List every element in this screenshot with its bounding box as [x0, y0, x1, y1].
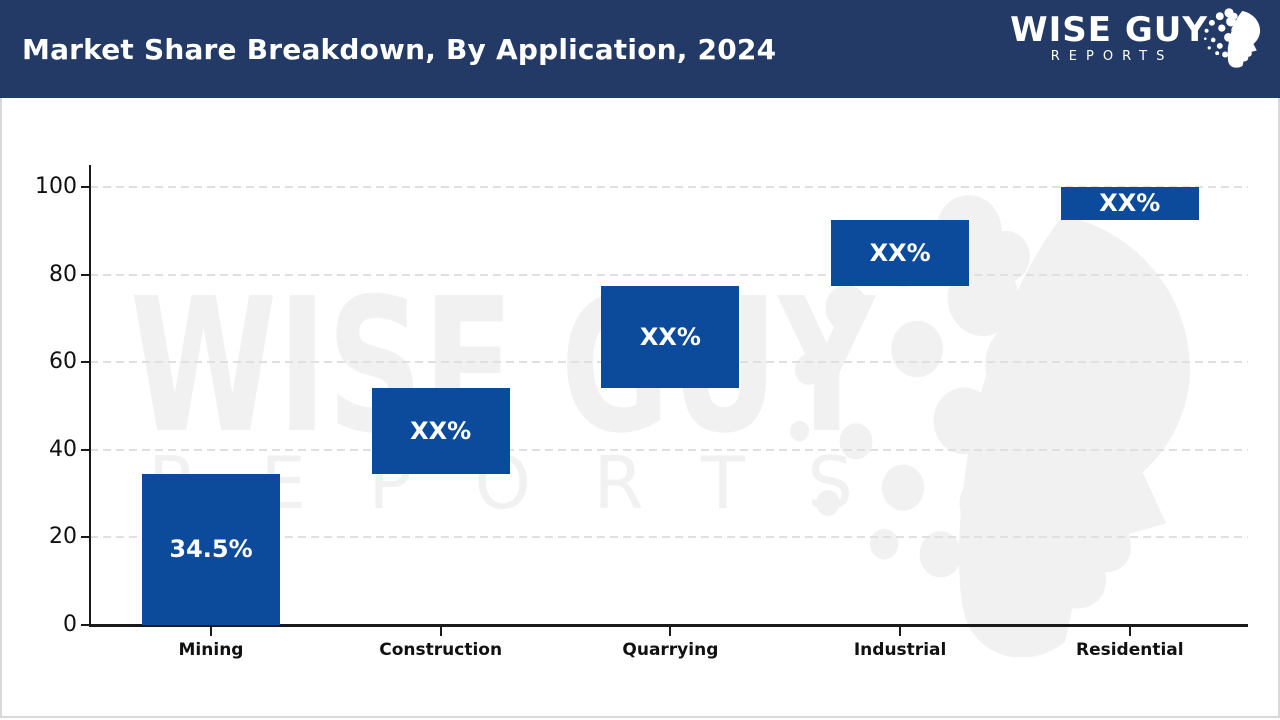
- wise-guy-reports-logo: WISE GUY REPORTS: [1010, 8, 1266, 68]
- bar-quarrying: XX%: [601, 285, 740, 389]
- x-tick-label-mining: Mining: [178, 640, 244, 660]
- x-tick-mark: [669, 627, 672, 636]
- y-tick-mark: [81, 448, 90, 451]
- logo-reports-text: REPORTS: [1050, 49, 1174, 64]
- y-tick-mark: [81, 186, 90, 188]
- x-tick-label-construction: Construction: [379, 640, 503, 660]
- gridline-40: [90, 448, 1248, 451]
- x-tick-mark: [210, 627, 212, 636]
- y-axis-line: [89, 165, 91, 627]
- bar-industrial: XX%: [831, 219, 970, 286]
- x-tick-mark: [1128, 627, 1131, 636]
- header-bar: Market Share Breakdown, By Application, …: [0, 0, 1280, 98]
- y-tick-mark: [81, 273, 90, 276]
- bar-value-label: XX%: [639, 323, 701, 351]
- bar-value-label: 34.5%: [169, 535, 253, 564]
- logo-wise-guy-text: WISE GUY: [1010, 10, 1208, 50]
- y-tick-mark: [81, 361, 90, 364]
- bar-value-label: XX%: [1099, 189, 1161, 218]
- y-tick-label: 60: [49, 349, 77, 375]
- y-tick-label: 20: [49, 524, 77, 550]
- x-tick-label-quarrying: Quarrying: [622, 640, 719, 660]
- x-tick-label-industrial: Industrial: [853, 640, 947, 660]
- x-tick-mark: [439, 627, 442, 636]
- bar-mining: 34.5%: [142, 473, 280, 625]
- y-tick-label: 0: [63, 612, 77, 637]
- logo-text: WISE GUY REPORTS: [1010, 13, 1208, 63]
- bar-value-label: XX%: [869, 238, 931, 267]
- y-tick-label: 40: [49, 436, 77, 462]
- bar-residential: XX%: [1060, 187, 1199, 220]
- bar-construction: XX%: [371, 388, 510, 474]
- y-tick-label: 100: [35, 174, 77, 199]
- gridline-100: [90, 186, 1248, 188]
- gridline-80: [90, 273, 1248, 276]
- y-tick-label: 80: [49, 261, 77, 287]
- chart-title: Market Share Breakdown, By Application, …: [22, 32, 777, 66]
- x-tick-mark: [899, 627, 902, 636]
- y-tick-mark: [81, 536, 90, 539]
- y-tick-mark: [81, 624, 90, 626]
- x-axis-line: [89, 624, 1248, 627]
- bar-value-label: XX%: [410, 417, 472, 446]
- x-tick-label-residential: Residential: [1075, 640, 1184, 660]
- gridline-20: [90, 536, 1248, 539]
